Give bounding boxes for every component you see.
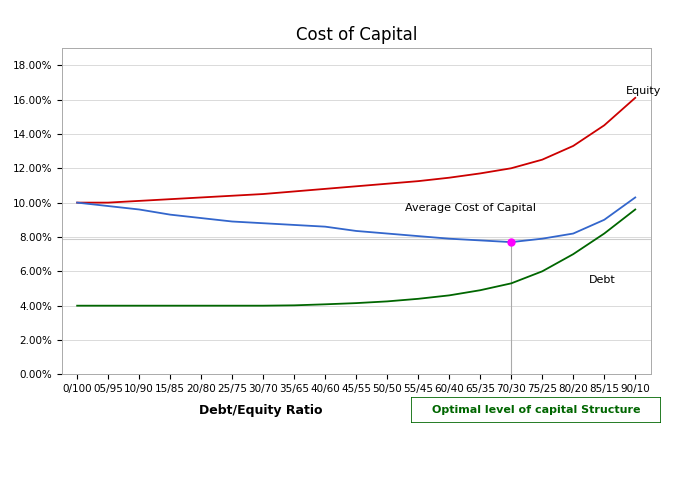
Text: Debt/Equity Ratio: Debt/Equity Ratio [199, 404, 322, 417]
Text: Optimal level of capital Structure: Optimal level of capital Structure [432, 405, 640, 415]
Text: Average Cost of Capital: Average Cost of Capital [405, 203, 536, 213]
Text: Debt: Debt [588, 275, 616, 285]
Text: Equity: Equity [626, 86, 661, 96]
Title: Cost of Capital: Cost of Capital [295, 25, 417, 44]
